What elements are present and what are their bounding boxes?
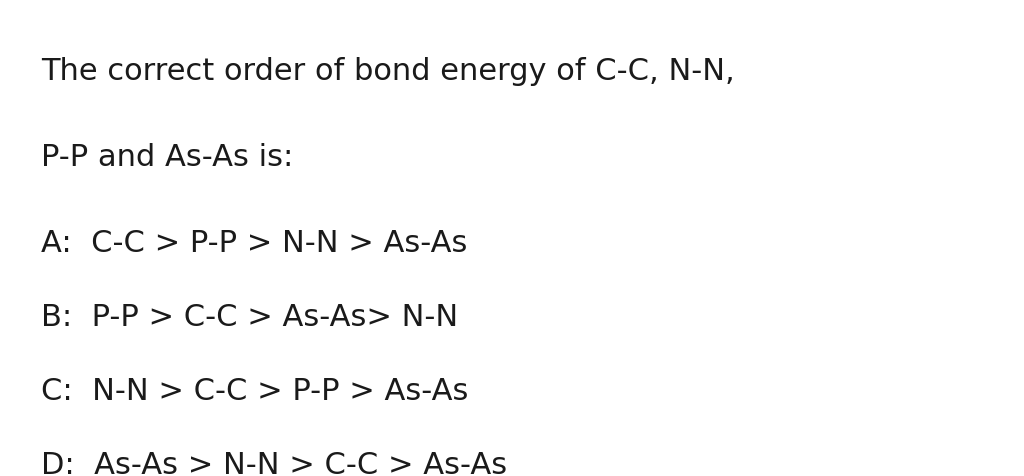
Text: D:  As-As > N-N > C-C > As-As: D: As-As > N-N > C-C > As-As — [41, 450, 507, 476]
Text: P-P and As-As is:: P-P and As-As is: — [41, 143, 293, 172]
Text: The correct order of bond energy of C-C, N-N,: The correct order of bond energy of C-C,… — [41, 57, 734, 86]
Text: A:  C-C > P-P > N-N > As-As: A: C-C > P-P > N-N > As-As — [41, 228, 467, 258]
Text: B:  P-P > C-C > As-As> N-N: B: P-P > C-C > As-As> N-N — [41, 302, 458, 331]
Text: C:  N-N > C-C > P-P > As-As: C: N-N > C-C > P-P > As-As — [41, 376, 468, 405]
